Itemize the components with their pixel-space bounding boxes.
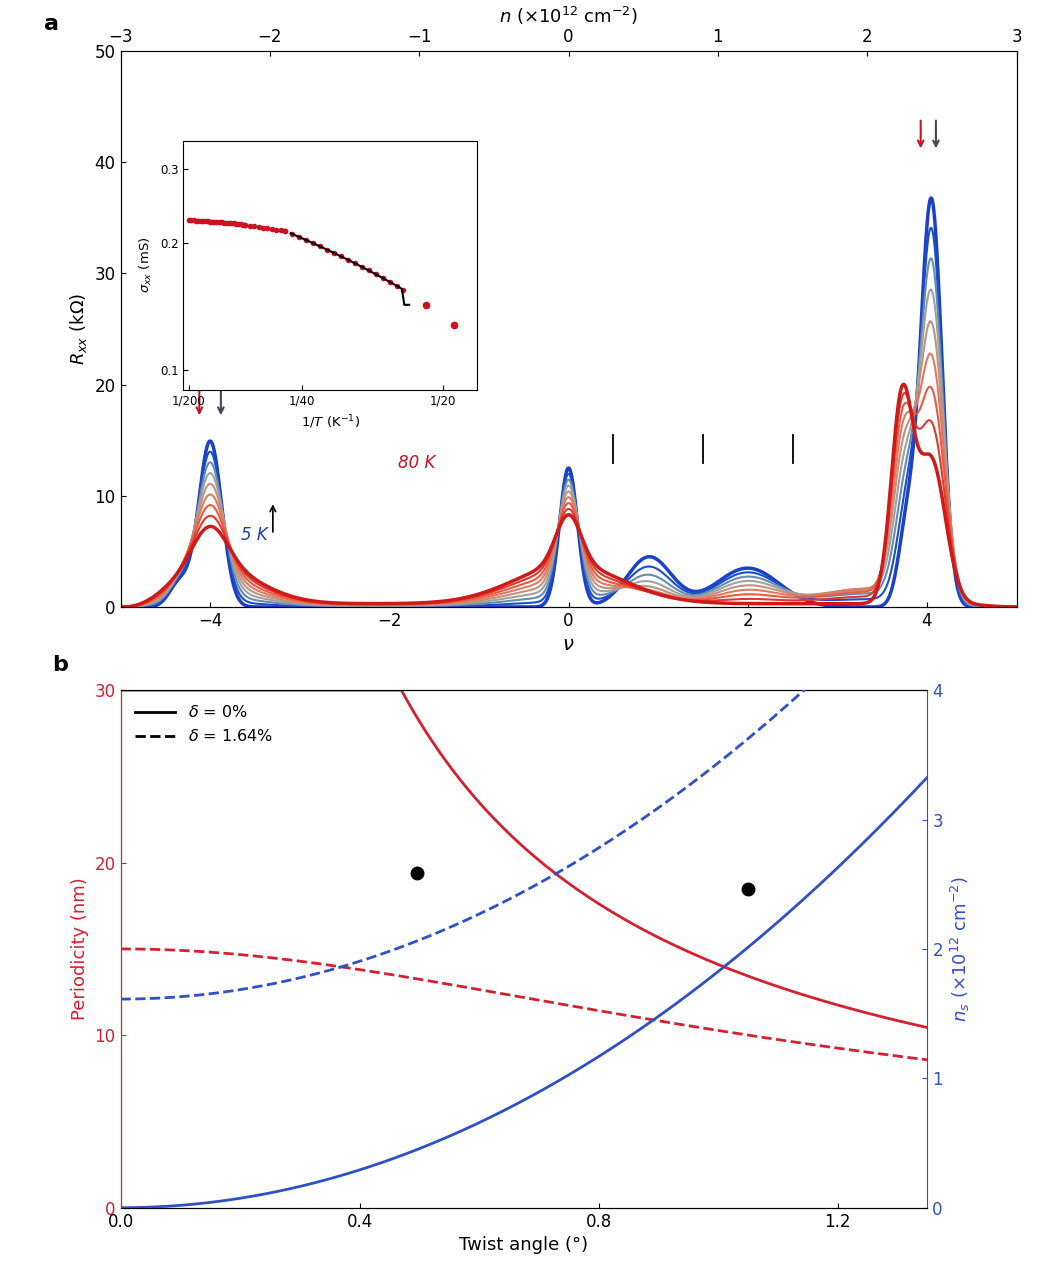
- Text: a: a: [44, 14, 60, 35]
- Text: 80 K: 80 K: [398, 454, 436, 472]
- Text: b: b: [52, 654, 68, 675]
- X-axis label: Twist angle (°): Twist angle (°): [459, 1236, 589, 1254]
- Y-axis label: Periodicity (nm): Periodicity (nm): [71, 878, 89, 1020]
- X-axis label: $n$ (×10$^{12}$ cm$^{-2}$): $n$ (×10$^{12}$ cm$^{-2}$): [499, 5, 638, 27]
- Y-axis label: $\sigma_{xx}$ (mS): $\sigma_{xx}$ (mS): [138, 236, 154, 294]
- Text: 5 K: 5 K: [241, 527, 268, 544]
- Legend: $\delta$ = 0%, $\delta$ = 1.64%: $\delta$ = 0%, $\delta$ = 1.64%: [129, 698, 280, 751]
- Y-axis label: $n_s$ (×10$^{12}$ cm$^{-2}$): $n_s$ (×10$^{12}$ cm$^{-2}$): [948, 875, 971, 1022]
- Y-axis label: $R_{xx}$ (kΩ): $R_{xx}$ (kΩ): [68, 293, 89, 366]
- X-axis label: $\nu$: $\nu$: [563, 635, 574, 654]
- X-axis label: 1/$T$ (K$^{-1}$): 1/$T$ (K$^{-1}$): [301, 413, 359, 431]
